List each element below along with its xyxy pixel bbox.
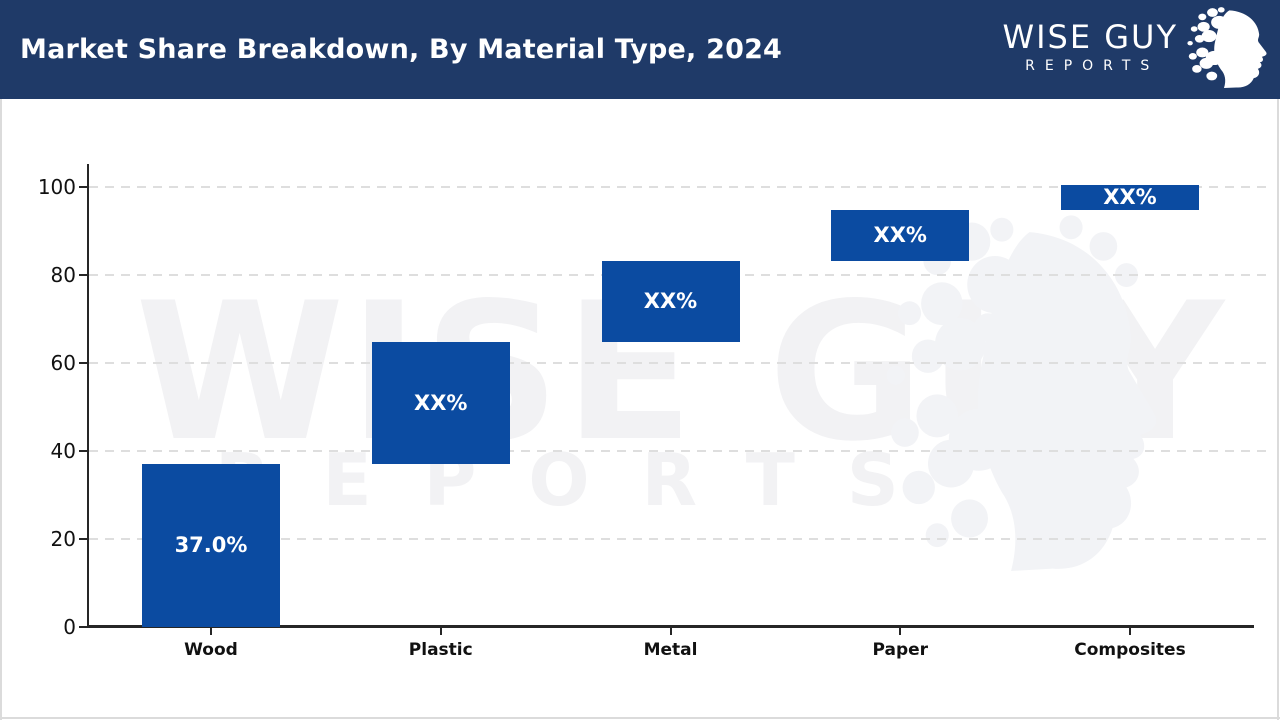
x-tick-mark bbox=[669, 627, 672, 635]
page-title: Market Share Breakdown, By Material Type… bbox=[20, 34, 783, 65]
y-tick-label: 40 bbox=[50, 439, 76, 463]
y-tick-mark bbox=[79, 186, 87, 188]
bar-value-label-plastic: XX% bbox=[414, 390, 468, 415]
y-tick-label: 20 bbox=[50, 527, 76, 551]
y-tick-mark bbox=[79, 538, 87, 540]
y-tick-label: 60 bbox=[50, 351, 76, 375]
x-category-label-wood: Wood bbox=[184, 640, 238, 660]
bar-value-label-wood: 37.0% bbox=[174, 533, 248, 558]
y-tick-mark bbox=[79, 274, 87, 276]
x-tick-mark bbox=[1129, 627, 1131, 635]
bar-plastic: XX% bbox=[371, 341, 510, 465]
gridline bbox=[89, 450, 1268, 452]
wiseguy-logo-text: WISE GUY REPORTS bbox=[1002, 21, 1178, 73]
y-tick-mark bbox=[79, 362, 87, 364]
bar-value-label-composites: XX% bbox=[1103, 185, 1157, 210]
header-bar: Market Share Breakdown, By Material Type… bbox=[0, 0, 1280, 99]
y-tick-label: 80 bbox=[50, 263, 76, 287]
gridline bbox=[89, 362, 1268, 364]
x-tick-mark bbox=[899, 627, 902, 635]
bar-metal: XX% bbox=[601, 260, 740, 342]
y-tick-label: 0 bbox=[63, 615, 76, 639]
bar-value-label-paper: XX% bbox=[873, 222, 927, 247]
x-tick-mark bbox=[210, 627, 212, 635]
bar-paper: XX% bbox=[831, 209, 970, 261]
bar-wood: 37.0% bbox=[142, 464, 280, 627]
x-category-label-metal: Metal bbox=[643, 640, 698, 660]
logo-subtitle: REPORTS bbox=[1025, 58, 1160, 74]
bar-value-label-metal: XX% bbox=[643, 288, 698, 313]
y-tick-mark bbox=[79, 626, 87, 628]
page-border-right bbox=[1277, 99, 1279, 720]
x-axis-line bbox=[87, 625, 1254, 628]
logo-wordmark: WISE GUY bbox=[1002, 18, 1178, 56]
y-tick-label: 100 bbox=[37, 175, 76, 199]
x-category-label-paper: Paper bbox=[872, 640, 929, 660]
x-category-label-plastic: Plastic bbox=[408, 640, 473, 660]
page-border-bottom bbox=[0, 717, 1280, 719]
bar-composites: XX% bbox=[1061, 185, 1199, 210]
wiseguy-face-logo-icon bbox=[1187, 7, 1267, 88]
gridline bbox=[89, 186, 1268, 188]
wiseguy-logo: WISE GUY REPORTS bbox=[1002, 6, 1270, 88]
x-tick-mark bbox=[439, 627, 442, 635]
gridline bbox=[89, 538, 1268, 540]
y-tick-mark bbox=[79, 450, 87, 452]
x-category-label-composites: Composites bbox=[1074, 640, 1186, 660]
page-border-left bbox=[0, 99, 2, 720]
y-axis-line bbox=[87, 164, 89, 627]
